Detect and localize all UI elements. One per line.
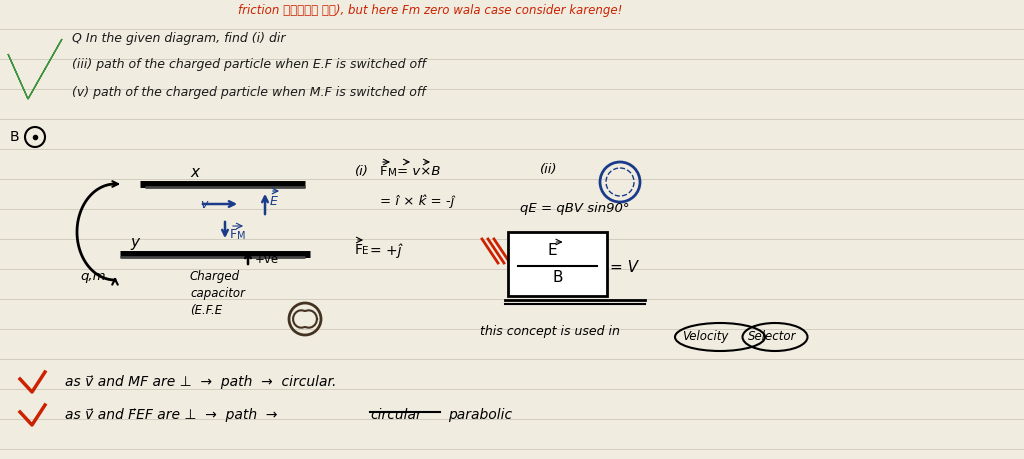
Text: (ii): (ii) — [540, 162, 557, 176]
Text: M: M — [388, 168, 397, 178]
Text: Charged
capacitor
(E.F.E: Charged capacitor (E.F.E — [190, 269, 245, 316]
Text: friction जितनी भी), but here Fm zero wala case consider karenge!: friction जितनी भी), but here Fm zero wal… — [238, 4, 623, 17]
Text: parabolic: parabolic — [449, 407, 512, 421]
Text: = +ĵ: = +ĵ — [370, 242, 401, 257]
Text: (iii) path of the charged particle when E.F is switched off: (iii) path of the charged particle when … — [72, 58, 426, 71]
FancyBboxPatch shape — [508, 233, 607, 297]
Text: Q In the given diagram, find (i) dir: Q In the given diagram, find (i) dir — [72, 32, 286, 45]
Text: = î × k̂ = -ĵ: = î × k̂ = -ĵ — [380, 195, 455, 208]
Text: (i): (i) — [355, 165, 369, 178]
Text: circular: circular — [370, 407, 422, 421]
Text: Velocity: Velocity — [682, 329, 728, 342]
Text: E: E — [362, 246, 369, 256]
Text: as v⃗ and MF are ⊥  →  path  →  circular.: as v⃗ and MF are ⊥ → path → circular. — [65, 374, 336, 388]
Text: qE = qBV sin90°: qE = qBV sin90° — [520, 202, 630, 214]
Text: y: y — [130, 235, 139, 249]
Text: Selector: Selector — [748, 329, 797, 342]
Text: q,m: q,m — [80, 269, 105, 282]
Text: (v) path of the charged particle when M.F is switched off: (v) path of the charged particle when M.… — [72, 86, 426, 99]
Text: F: F — [230, 228, 238, 241]
Text: = v×B: = v×B — [397, 165, 440, 178]
Text: B: B — [552, 269, 563, 285]
Text: +ve: +ve — [255, 252, 280, 265]
Text: = V: = V — [610, 259, 638, 274]
Text: this concept is used in: this concept is used in — [480, 325, 620, 337]
Text: E: E — [548, 242, 557, 257]
Text: M: M — [237, 230, 246, 241]
Text: v: v — [200, 197, 208, 211]
Text: x: x — [190, 165, 200, 179]
Text: F: F — [355, 242, 362, 257]
Text: E: E — [270, 195, 278, 207]
Text: as v⃗ and F⃗EF are ⊥  →  path  →: as v⃗ and F⃗EF are ⊥ → path → — [65, 407, 278, 421]
Text: F: F — [380, 165, 387, 178]
Polygon shape — [8, 40, 62, 100]
Text: B: B — [10, 130, 19, 144]
